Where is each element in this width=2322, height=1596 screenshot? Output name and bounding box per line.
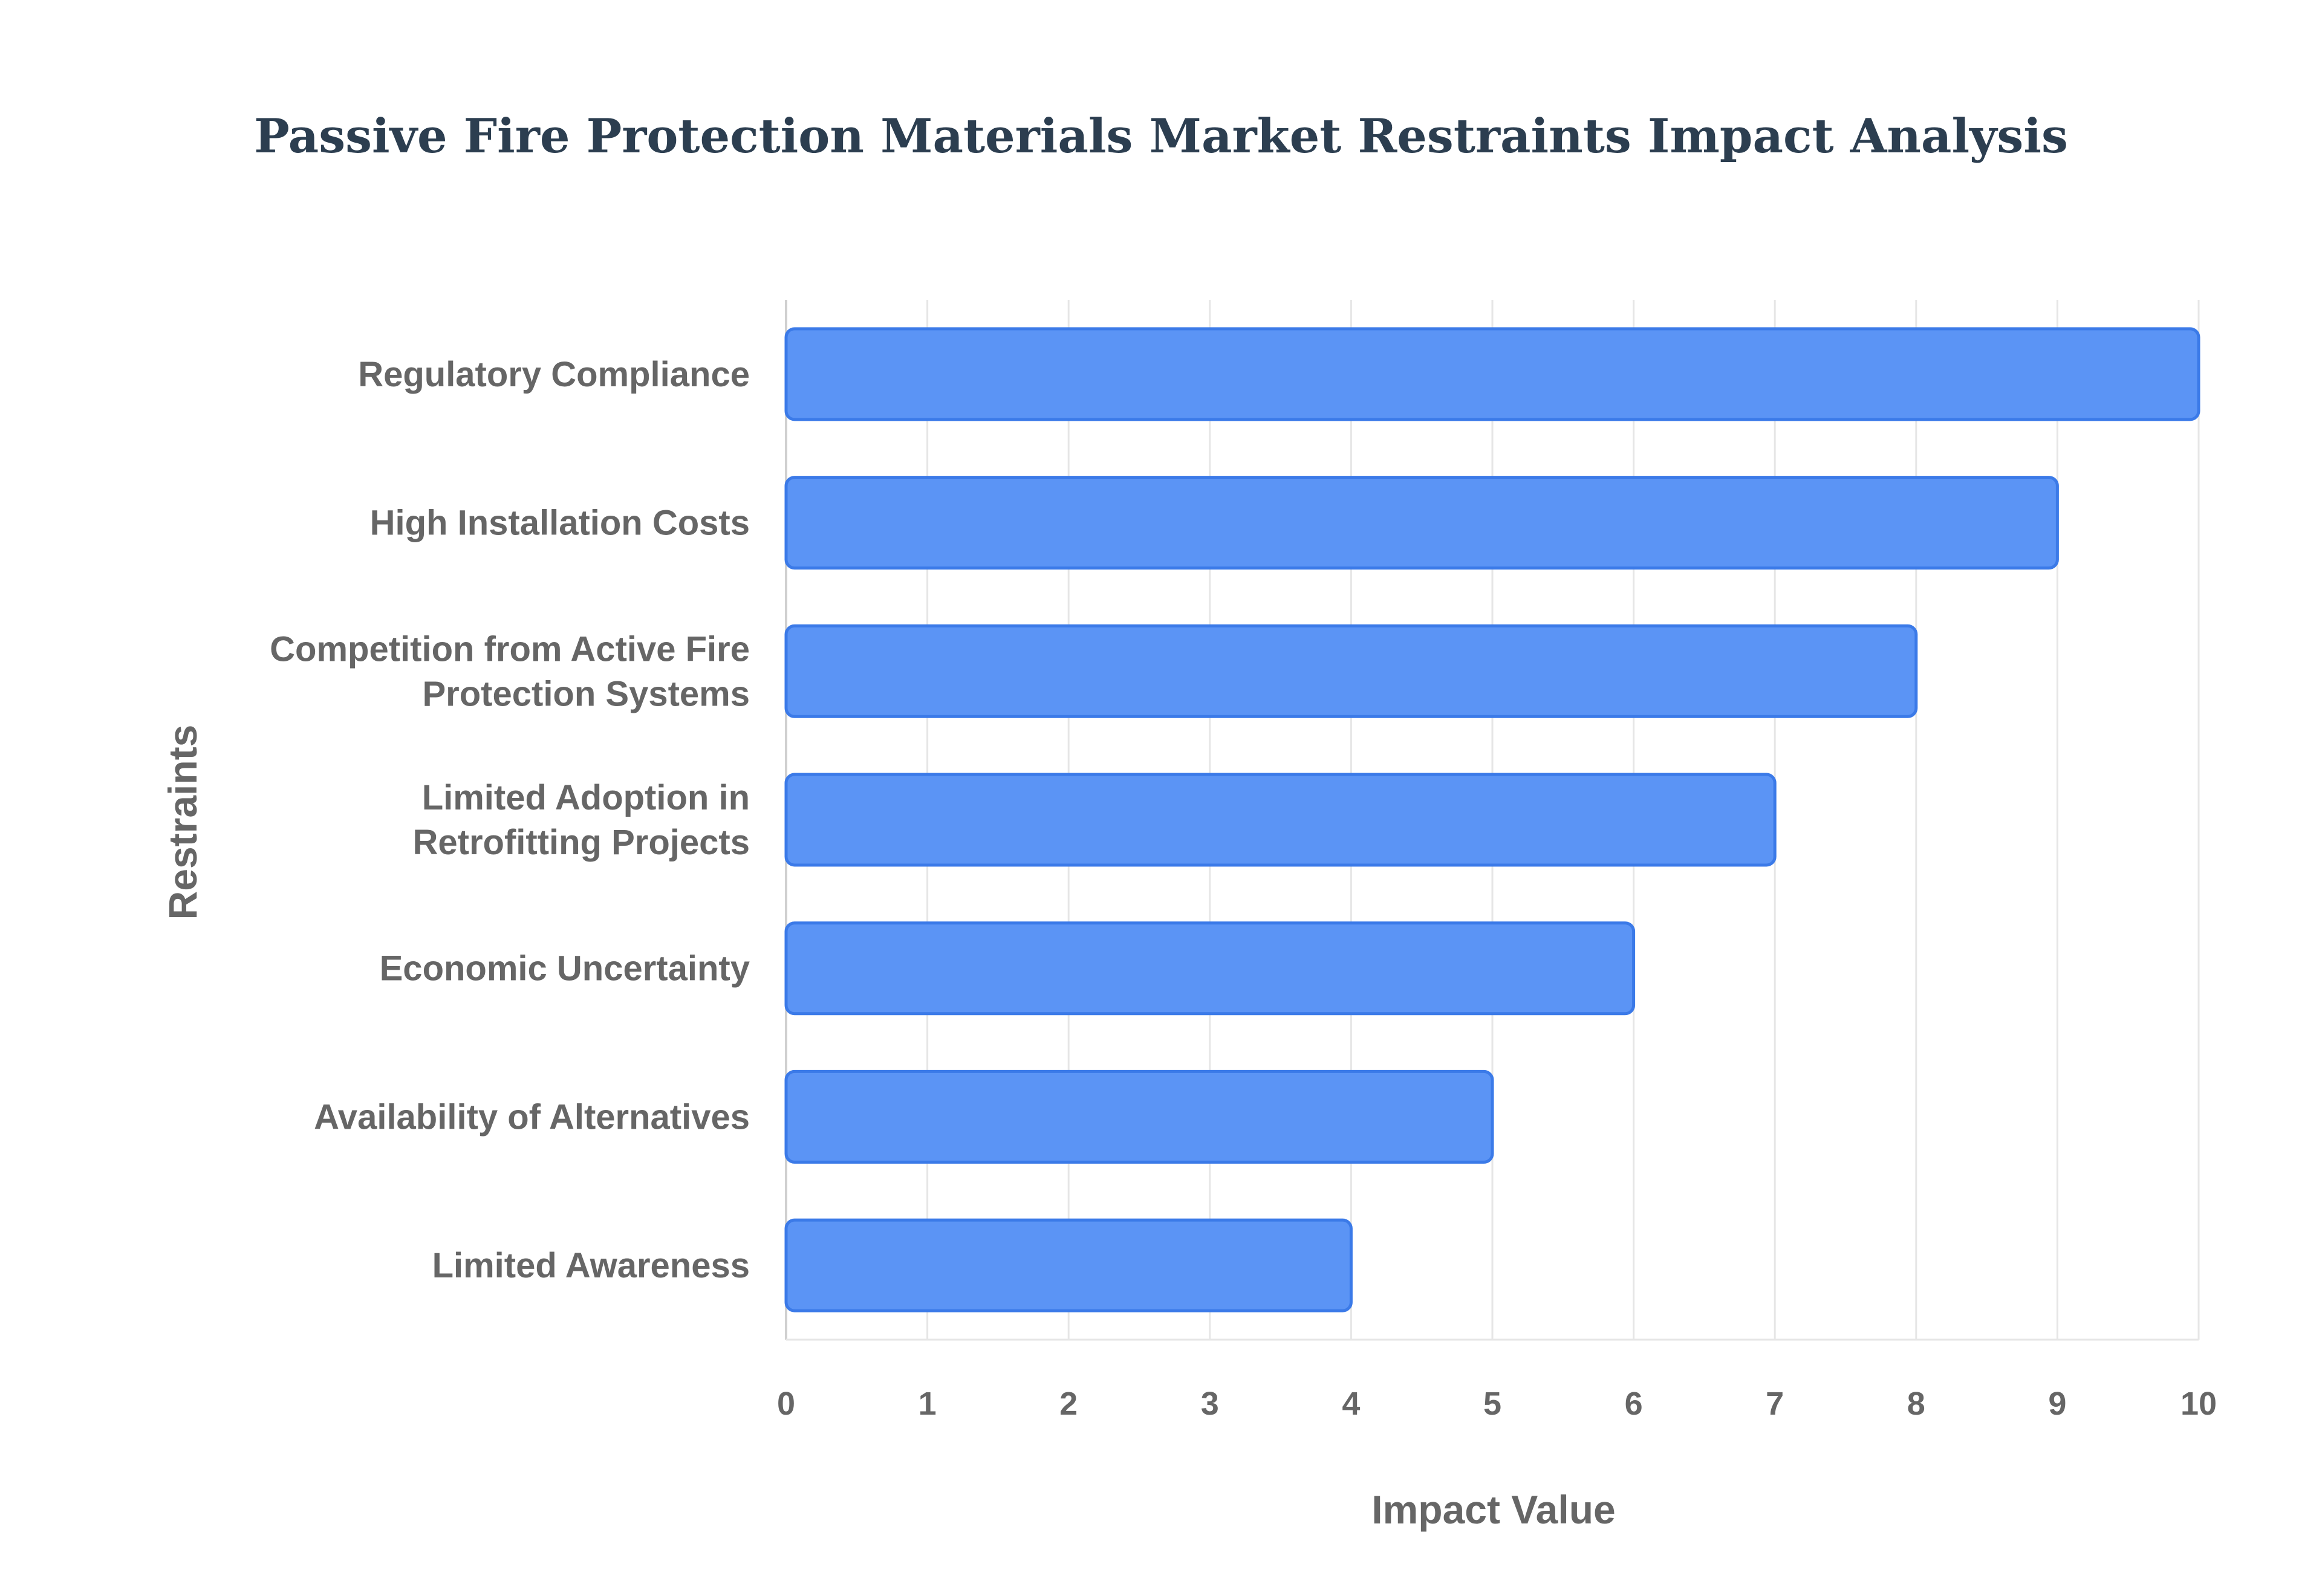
x-tick-label: 0: [777, 1386, 795, 1422]
bar: [784, 327, 2200, 421]
category-label-line: Limited Adoption in: [422, 778, 750, 817]
category-label-line: Protection Systems: [422, 674, 750, 713]
category-label: Regulatory Compliance: [358, 355, 750, 394]
category-label-line: High Installation Costs: [370, 504, 750, 543]
bar: [784, 476, 2059, 570]
bar: [784, 921, 1636, 1016]
y-axis-title: Restraints: [160, 725, 205, 920]
x-tick-label: 6: [1625, 1386, 1643, 1422]
category-label-line: Regulatory Compliance: [358, 355, 750, 394]
x-axis-title: Impact Value: [1371, 1487, 1616, 1532]
x-tick-labels: 0 1 2 3 4 5 6 7 8 9 10: [777, 1386, 2217, 1422]
x-tick-label: 2: [1059, 1386, 1078, 1422]
category-label: High Installation Costs: [370, 504, 750, 543]
category-label: Competition from Active Fire Protection S…: [270, 629, 750, 713]
category-labels: Regulatory Compliance High Installation C…: [270, 355, 750, 1285]
x-tick-label: 1: [919, 1386, 937, 1422]
x-tick-label: 9: [2048, 1386, 2066, 1422]
category-label-line: Competition from Active Fire: [270, 629, 750, 669]
x-tick-label: 8: [1907, 1386, 1925, 1422]
bars: [784, 327, 2200, 1312]
x-tick-label: 10: [2181, 1386, 2217, 1422]
category-label-line: Limited Awareness: [432, 1246, 750, 1285]
category-label-line: Retrofitting Projects: [413, 823, 750, 862]
category-label-line: Availability of Alternatives: [314, 1097, 750, 1137]
bar: [784, 1069, 1494, 1164]
x-tick-label: 5: [1483, 1386, 1501, 1422]
x-tick-label: 3: [1201, 1386, 1219, 1422]
bar: [784, 1218, 1353, 1312]
x-tick-label: 7: [1766, 1386, 1784, 1422]
category-label-line: Economic Uncertainty: [380, 949, 750, 988]
category-label: Limited Awareness: [432, 1246, 750, 1285]
chart-title: Passive Fire Protection Materials Market…: [254, 109, 2068, 164]
category-label: Economic Uncertainty: [380, 949, 750, 988]
category-label: Limited Adoption in Retrofitting Projects: [413, 778, 750, 862]
x-tick-label: 4: [1342, 1386, 1360, 1422]
bar: [784, 624, 1918, 718]
category-label: Availability of Alternatives: [314, 1097, 750, 1137]
bar: [784, 773, 1777, 867]
